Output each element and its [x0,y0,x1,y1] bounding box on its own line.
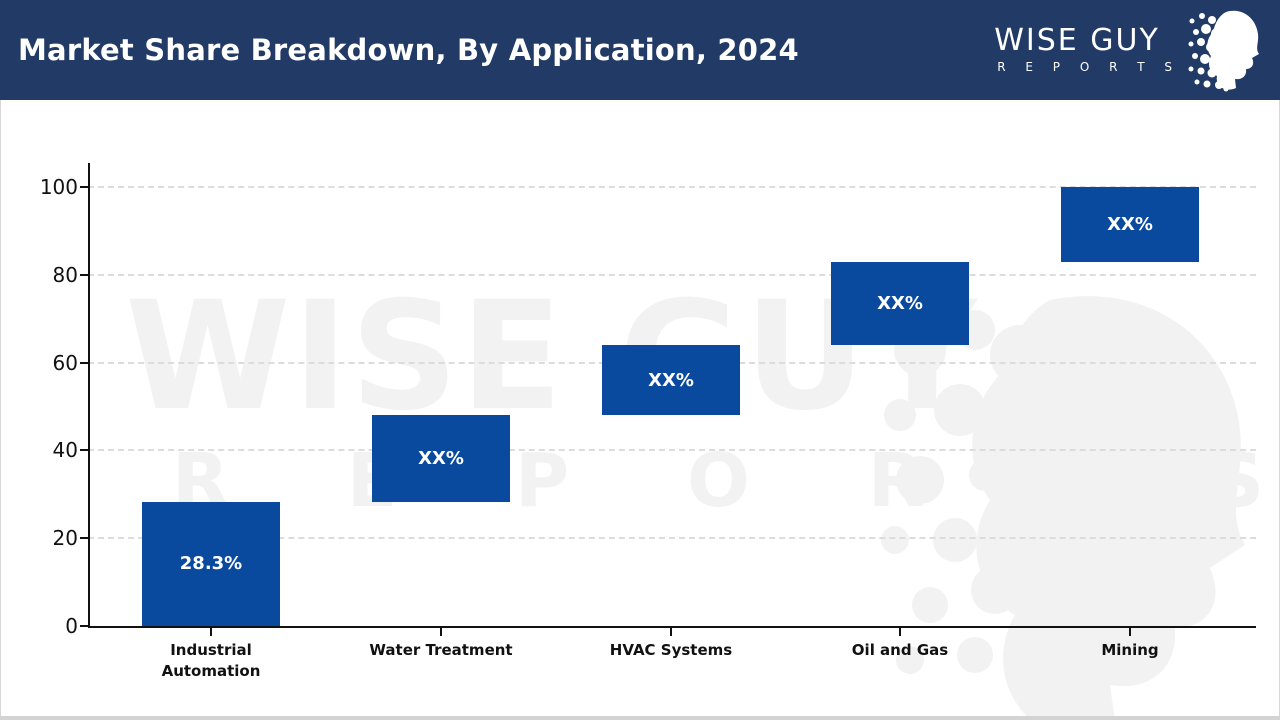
x-tick-mark [899,628,901,636]
x-category-label: Oil and Gas [851,641,949,659]
x-tick-mark [210,628,212,636]
bar-value-label: 28.3% [179,553,243,575]
y-axis-line [88,163,90,628]
y-tick-mark [80,449,88,452]
bar-industrial-automation: 28.3% [142,501,280,626]
x-axis-line [88,626,1256,628]
x-category-label: Water Treatment [369,641,513,659]
wise-guy-logo: WISE GUY R E P O R T S [994,7,1264,93]
y-tick-mark [80,625,88,627]
logo-tagline: R E P O R T S [997,60,1180,74]
y-tick-label: 60 [52,350,78,375]
wise-guy-head-icon [1188,10,1259,92]
y-tick-label: 20 [52,526,78,551]
logo-name: WISE GUY [994,23,1160,58]
logo-text: WISE GUY R E P O R T S [994,23,1180,75]
x-tick-mark [670,628,672,636]
bar-value-label: XX% [1107,213,1153,235]
x-tick-mark [440,628,442,636]
y-gridline [88,537,1256,540]
watermark-layer: WISE GUY R E P O R T S [0,100,1280,716]
y-gridline [88,186,1256,188]
x-category-label: Industrial Automation [161,641,261,680]
header-bar: Market Share Breakdown, By Application, … [0,0,1280,100]
y-tick-mark [80,186,88,188]
bar-value-label: XX% [418,448,464,469]
bar-mining: XX% [1061,187,1199,262]
y-tick-mark [80,361,88,364]
page-title: Market Share Breakdown, By Application, … [18,33,799,67]
x-category-label: HVAC Systems [609,641,733,659]
bar-oil-and-gas: XX% [831,261,969,346]
x-tick-mark [1129,628,1131,636]
bar-value-label: XX% [648,369,694,391]
y-tick-label: 0 [65,614,78,638]
bar-value-label: XX% [877,292,923,314]
left-border [0,100,1,716]
footer-strip [0,716,1280,720]
y-tick-mark [80,273,88,276]
y-tick-label: 40 [52,438,78,463]
y-tick-label: 80 [52,262,78,287]
bar-water-treatment: XX% [372,415,510,502]
y-gridline [88,449,1256,452]
bar-hvac-systems: XX% [602,345,740,416]
y-gridline [88,273,1256,276]
y-tick-mark [80,537,88,540]
y-tick-label: 100 [39,175,78,199]
x-category-label: Mining [1101,641,1159,659]
